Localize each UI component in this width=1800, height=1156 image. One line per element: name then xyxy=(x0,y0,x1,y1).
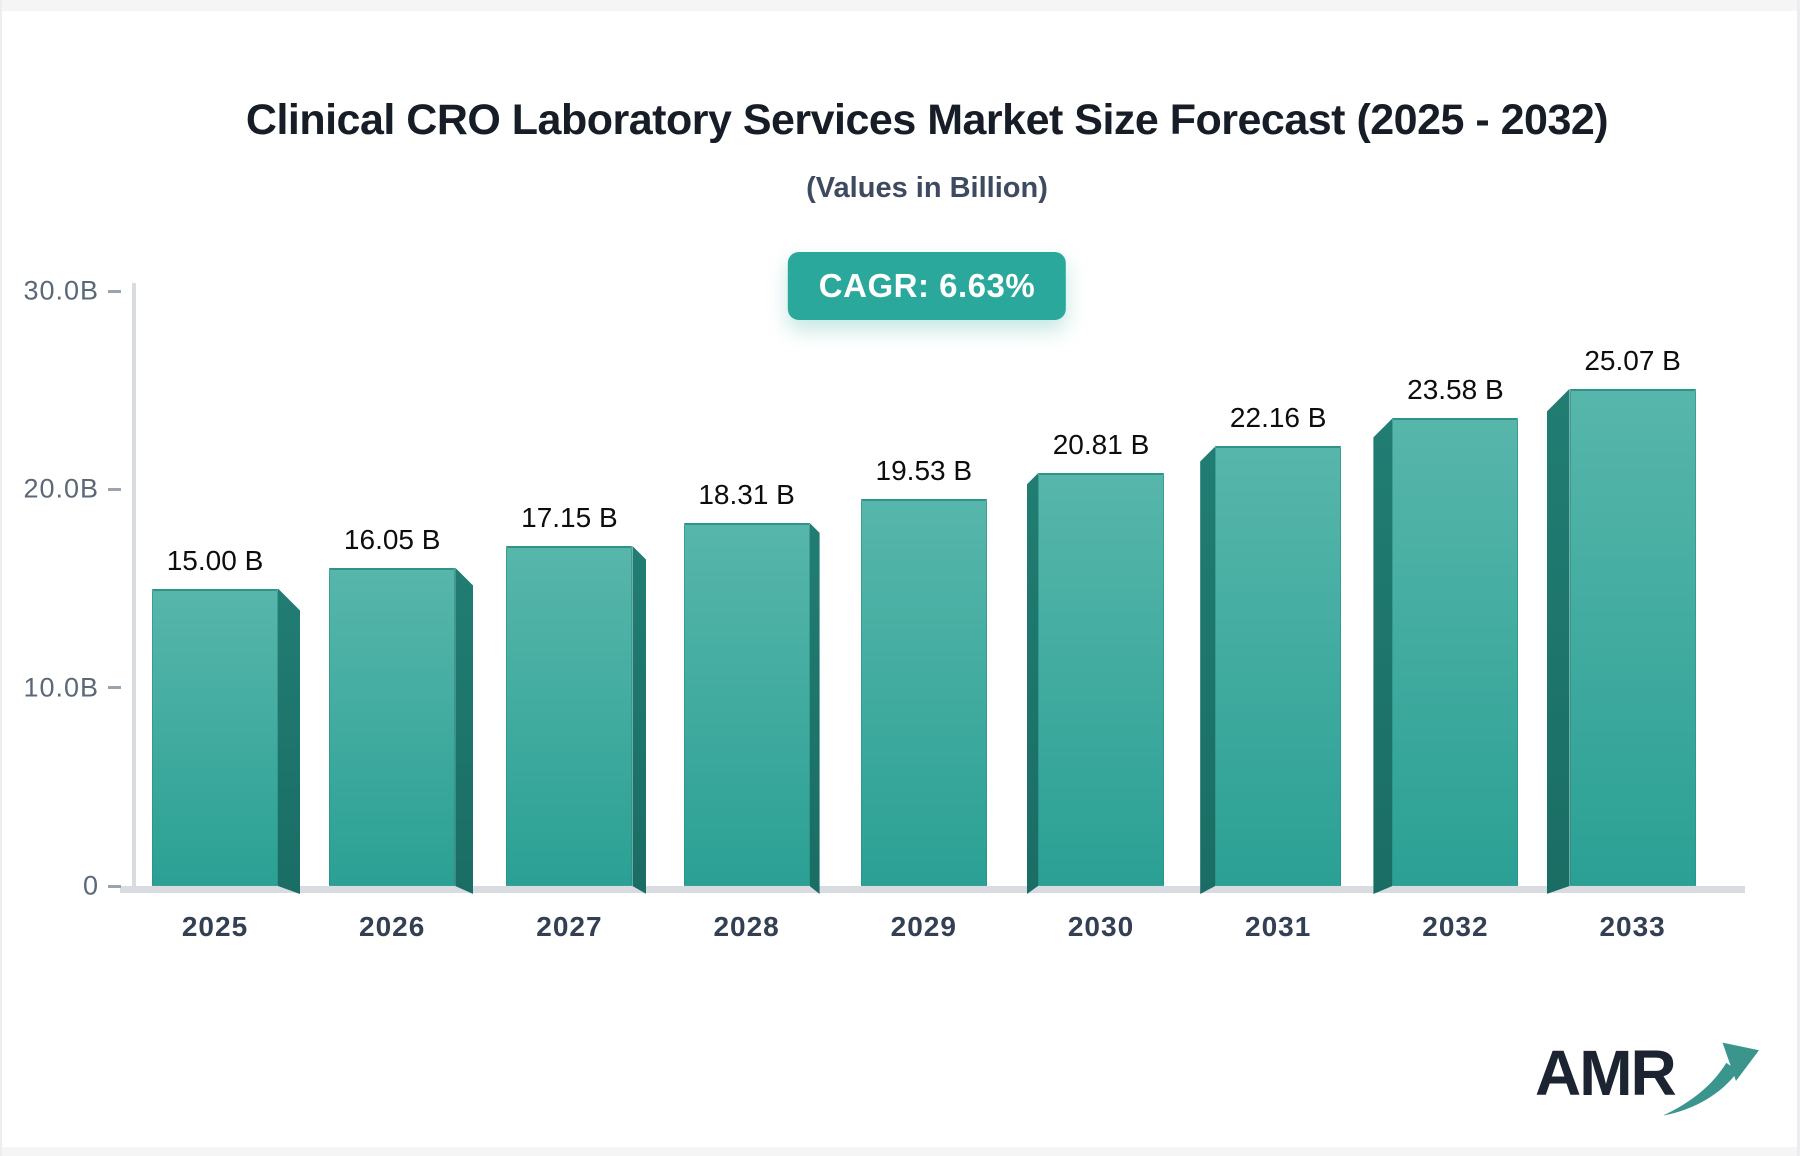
amr-logo-text: AMR xyxy=(1535,1037,1677,1109)
bar-value-label: 17.15 B xyxy=(521,501,618,533)
y-tick-mark xyxy=(108,487,121,491)
bar-side-face xyxy=(1547,389,1570,894)
x-axis-label: 2025 xyxy=(181,911,249,942)
x-axis-label: 2026 xyxy=(359,910,426,942)
y-tick-label: 20.0B xyxy=(23,473,99,504)
bar-value-label: 23.58 B xyxy=(1407,374,1504,406)
y-tick-mark xyxy=(108,289,121,293)
bar[interactable] xyxy=(1038,473,1164,886)
page-top-border xyxy=(2,0,1797,11)
x-axis-label: 2027 xyxy=(536,910,603,942)
bar-group: 20.81 B 2030 xyxy=(1038,429,1164,942)
bar-side-face xyxy=(1200,446,1215,894)
bar-side-face xyxy=(632,546,646,894)
bar[interactable] xyxy=(152,588,278,886)
x-axis-label: 2030 xyxy=(1067,910,1135,942)
bar-group: 18.31 B 2028 xyxy=(683,479,810,942)
cagr-badge: CAGR: 6.63% xyxy=(787,252,1067,320)
bar-side-face xyxy=(810,523,820,894)
bar[interactable] xyxy=(1569,388,1696,886)
bar[interactable] xyxy=(860,498,987,886)
bar-value-label: 15.00 B xyxy=(166,544,264,576)
bar-value-label: 22.16 B xyxy=(1229,402,1327,434)
bar-group: 23.58 B 2032 xyxy=(1392,374,1519,942)
bar-group: 22.16 B 2031 xyxy=(1215,402,1342,942)
page-bottom-border xyxy=(2,1147,1797,1156)
bar[interactable] xyxy=(329,567,456,886)
bar-group: 17.15 B 2027 xyxy=(506,502,633,942)
amr-logo: AMR xyxy=(1535,1036,1759,1126)
bar-value-label: 16.05 B xyxy=(343,523,441,555)
bar-side-face xyxy=(278,589,300,895)
x-axis-label: 2028 xyxy=(713,910,780,942)
y-tick-label: 10.0B xyxy=(23,672,99,703)
y-tick-label: 0 xyxy=(82,870,99,901)
bar[interactable] xyxy=(1215,446,1342,886)
y-tick-mark xyxy=(108,884,121,888)
x-axis-label: 2033 xyxy=(1599,910,1666,942)
y-tick-label: 30.0B xyxy=(23,275,99,306)
bar-value-label: 20.81 B xyxy=(1052,429,1150,461)
bar-side-face xyxy=(1373,418,1392,894)
chart-title: Clinical CRO Laboratory Services Market … xyxy=(245,96,1609,144)
bar[interactable] xyxy=(683,522,810,886)
bar-value-label: 18.31 B xyxy=(698,478,795,510)
growth-arrow-icon xyxy=(1663,1042,1759,1116)
chart-subtitle: (Values in Billion) xyxy=(806,172,1048,204)
bar-group: 19.53 B 2029 xyxy=(860,455,987,942)
bar-value-label: 19.53 B xyxy=(875,454,973,486)
bar[interactable] xyxy=(1392,418,1519,886)
y-tick-mark xyxy=(108,686,121,690)
x-axis-baseline xyxy=(120,886,1745,893)
bar[interactable] xyxy=(506,545,633,886)
x-axis-label: 2032 xyxy=(1422,910,1489,942)
bar-side-face xyxy=(455,568,473,894)
bar-value-label: 25.07 B xyxy=(1584,344,1681,376)
x-axis-label: 2029 xyxy=(890,910,957,942)
bar-group: 25.07 B 2033 xyxy=(1569,345,1696,942)
bar-side-face xyxy=(1027,473,1038,894)
bar-group: 15.00 B 2025 xyxy=(152,545,278,942)
bar-group: 16.05 B 2026 xyxy=(329,524,456,942)
y-axis-line xyxy=(132,283,136,893)
x-axis-label: 2031 xyxy=(1245,910,1312,942)
